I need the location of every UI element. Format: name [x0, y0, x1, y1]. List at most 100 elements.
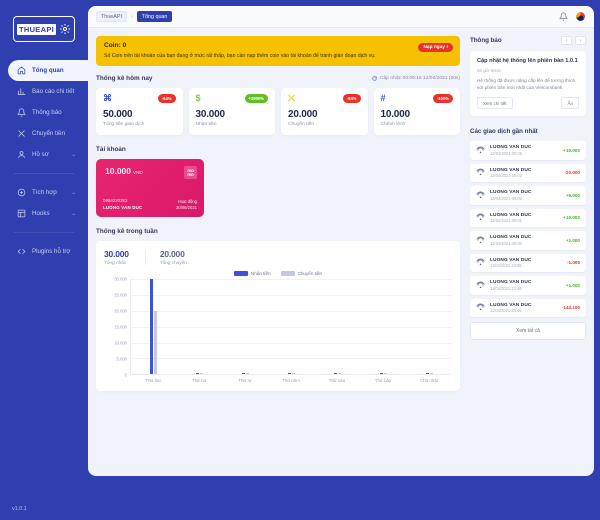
status-badge: -84% — [342, 94, 361, 103]
command-icon: ⌘ — [103, 93, 112, 104]
user-icon — [16, 150, 26, 160]
nap-ngay-button[interactable]: Nạp ngay ! — [418, 43, 453, 52]
transaction-row[interactable]: LUONG VAN DUC 11/04/2021 23:46 -143.100 — [470, 298, 586, 318]
chart-bar-group — [177, 279, 223, 375]
chart-bar — [337, 373, 341, 375]
transfer-icon — [16, 129, 26, 139]
sidebar-item-thong-bao[interactable]: Thông báo — [8, 102, 88, 123]
notification-actions: Xem chi tiết Ẩn — [477, 97, 579, 110]
app-version: v1.0.1 — [12, 506, 27, 512]
sidebar-item-label: Báo cáo chi tiết — [32, 88, 75, 95]
stat-card-chenh-lech: # -100% 10.000 Chênh lệch — [373, 88, 460, 136]
y-tick: 10.000 — [114, 340, 127, 346]
week-title: Thống kê trong tuần — [96, 228, 158, 236]
panel-body: Coin: 0 Số Coin trên tài khoản của bạn đ… — [88, 28, 594, 476]
transaction-name: LUONG VAN DUC — [490, 212, 532, 218]
legend-item-nhan-tien[interactable]: Nhận tiền — [233, 271, 271, 277]
transaction-row[interactable]: LUONG VAN DUC 12/04/2021 00:02 +9.000 — [470, 186, 586, 205]
sidebar-item-tong-quan[interactable]: Tổng quan — [8, 60, 88, 81]
stat-label: Chênh lệch — [380, 122, 406, 128]
sidebar-item-label: Plugins hỗ trợ — [32, 248, 71, 255]
notification-card: Cập nhật hệ thống lên phiên bản 1.0.1 20… — [470, 51, 586, 117]
sidebar-item-bao-cao-chi-tiet[interactable]: Báo cáo chi tiết — [8, 81, 88, 102]
app-logo: THUEAPI — [13, 16, 75, 42]
bell-icon[interactable] — [559, 12, 568, 21]
avatar[interactable] — [575, 11, 586, 22]
coin-banner-text: Số Coin trên tài khoản của bạn đang ở mứ… — [104, 53, 376, 59]
transaction-amount: -1.000 — [566, 260, 580, 266]
transaction-amount: +1.000 — [565, 237, 580, 243]
coin-banner: Coin: 0 Số Coin trên tài khoản của bạn đ… — [96, 36, 460, 67]
sidebar-item-chuyen-tien[interactable]: Chuyển tiền — [8, 123, 88, 144]
transactions-header: Các giao dịch gần nhất — [470, 128, 586, 135]
sidebar-item-ho-so[interactable]: Hồ sơ ⌄ — [8, 144, 88, 165]
chart-bar — [333, 373, 337, 375]
transaction-row[interactable]: LUONG VAN DUC 11/04/2021 23:55 -1.000 — [470, 253, 586, 273]
code-icon — [16, 247, 26, 257]
today-updated: Cập nhật: 00:09:16 12/04/2021 (20s) — [372, 76, 460, 81]
account-status: Hoạt động — [177, 198, 197, 204]
chart-bar — [154, 310, 158, 375]
account-currency: VND — [133, 170, 143, 176]
momo-account-card[interactable]: 10.000 VND mo mo 0984220353 LUONG VAN DUC — [96, 159, 204, 218]
transaction-row[interactable]: LUONG VAN DUC 12/04/2021 00:03 -20.000 — [470, 163, 586, 183]
xem-chi-tiet-button[interactable]: Xem chi tiết — [477, 97, 513, 110]
chart-bar-group — [360, 279, 406, 375]
chart-bar — [292, 373, 295, 375]
breadcrumb-current[interactable]: Tổng quan — [136, 11, 173, 22]
breadcrumb-root[interactable]: ThueAPI — [96, 11, 127, 22]
chart-bar-group — [269, 279, 315, 375]
transaction-row[interactable]: LUONG VAN DUC 12/04/2021 00:00 +1.000 — [470, 231, 586, 250]
chart-bar — [150, 279, 154, 375]
transaction-amount: +10.000 — [563, 215, 580, 221]
transaction-name: LUONG VAN DUC — [490, 280, 532, 286]
y-tick: 5.000 — [116, 356, 127, 362]
status-badge: +2900% — [244, 94, 268, 103]
transaction-name: LUONG VAN DUC — [490, 145, 532, 151]
transaction-row[interactable]: LUONG VAN DUC 12/04/2021 00:09 +10.000 — [470, 141, 586, 160]
transaction-name: LUONG VAN DUC — [490, 190, 532, 196]
see-all-transactions-button[interactable]: Xem tất cả — [470, 322, 586, 341]
legend-item-chuyen-tien[interactable]: Chuyển tiền — [280, 271, 322, 277]
sidebar-item-label: Tích hợp — [32, 189, 57, 196]
transaction-amount: -143.100 — [561, 305, 580, 311]
sidebar-item-label: Thông báo — [32, 109, 62, 116]
x-tick-label: Thứ sáu — [328, 378, 346, 384]
prev-notification-button[interactable]: ‹ — [561, 36, 572, 45]
sidebar-item-label: Chuyển tiền — [32, 130, 66, 137]
today-section-header: Thống kê hôm nay Cập nhật: 00:09:16 12/0… — [96, 75, 460, 82]
chart-bar — [429, 373, 433, 375]
chart-bar-group — [131, 279, 177, 375]
chart-bar — [200, 373, 204, 375]
legend-swatch — [233, 271, 248, 277]
coin-banner-title: Coin: 0 — [104, 42, 127, 49]
transaction-row[interactable]: LUONG VAN DUC 12/04/2021 00:01 +10.000 — [470, 208, 586, 228]
sidebar-item-plugins-ho-tro[interactable]: Plugins hỗ trợ — [8, 241, 88, 262]
transaction-time: 12/04/2021 00:00 — [490, 240, 522, 246]
refresh-icon[interactable] — [372, 76, 377, 81]
stat-value: 50.000 — [103, 109, 133, 121]
x-tick-label: Thứ ba — [191, 378, 207, 384]
sidebar-item-label: Hồ sơ — [32, 151, 49, 158]
wifi-icon — [476, 236, 485, 245]
an-button[interactable]: Ẩn — [561, 97, 579, 110]
account-balance: 10.000 VND — [103, 166, 197, 176]
bar-chart-icon — [16, 87, 26, 97]
week-totals: 30.000 Tổng nhận 20.000 Tổng chuyển — [104, 249, 452, 266]
sidebar-item-label: Hooks — [32, 210, 50, 217]
transaction-amount: +1.000 — [565, 282, 580, 288]
today-title: Thống kê hôm nay — [96, 75, 153, 83]
puzzle-icon — [16, 188, 26, 198]
momo-logo-icon: mo mo — [184, 166, 197, 180]
momo-logo-line1: mo — [187, 167, 194, 173]
y-tick: 20.000 — [114, 308, 127, 314]
notification-time: 20 giờ trước — [477, 67, 502, 73]
notifications-title: Thông báo — [470, 37, 502, 44]
x-tick-label: Thứ hai — [145, 378, 161, 384]
chart-bar-group — [223, 279, 269, 375]
sidebar-item-tich-hop[interactable]: Tích hợp ⌄ — [8, 182, 88, 203]
sidebar-item-hooks[interactable]: Hooks ⌄ — [8, 203, 88, 224]
next-notification-button[interactable]: › — [575, 36, 586, 45]
transaction-row[interactable]: LUONG VAN DUC 11/04/2021 23:46 +1.000 — [470, 276, 586, 295]
